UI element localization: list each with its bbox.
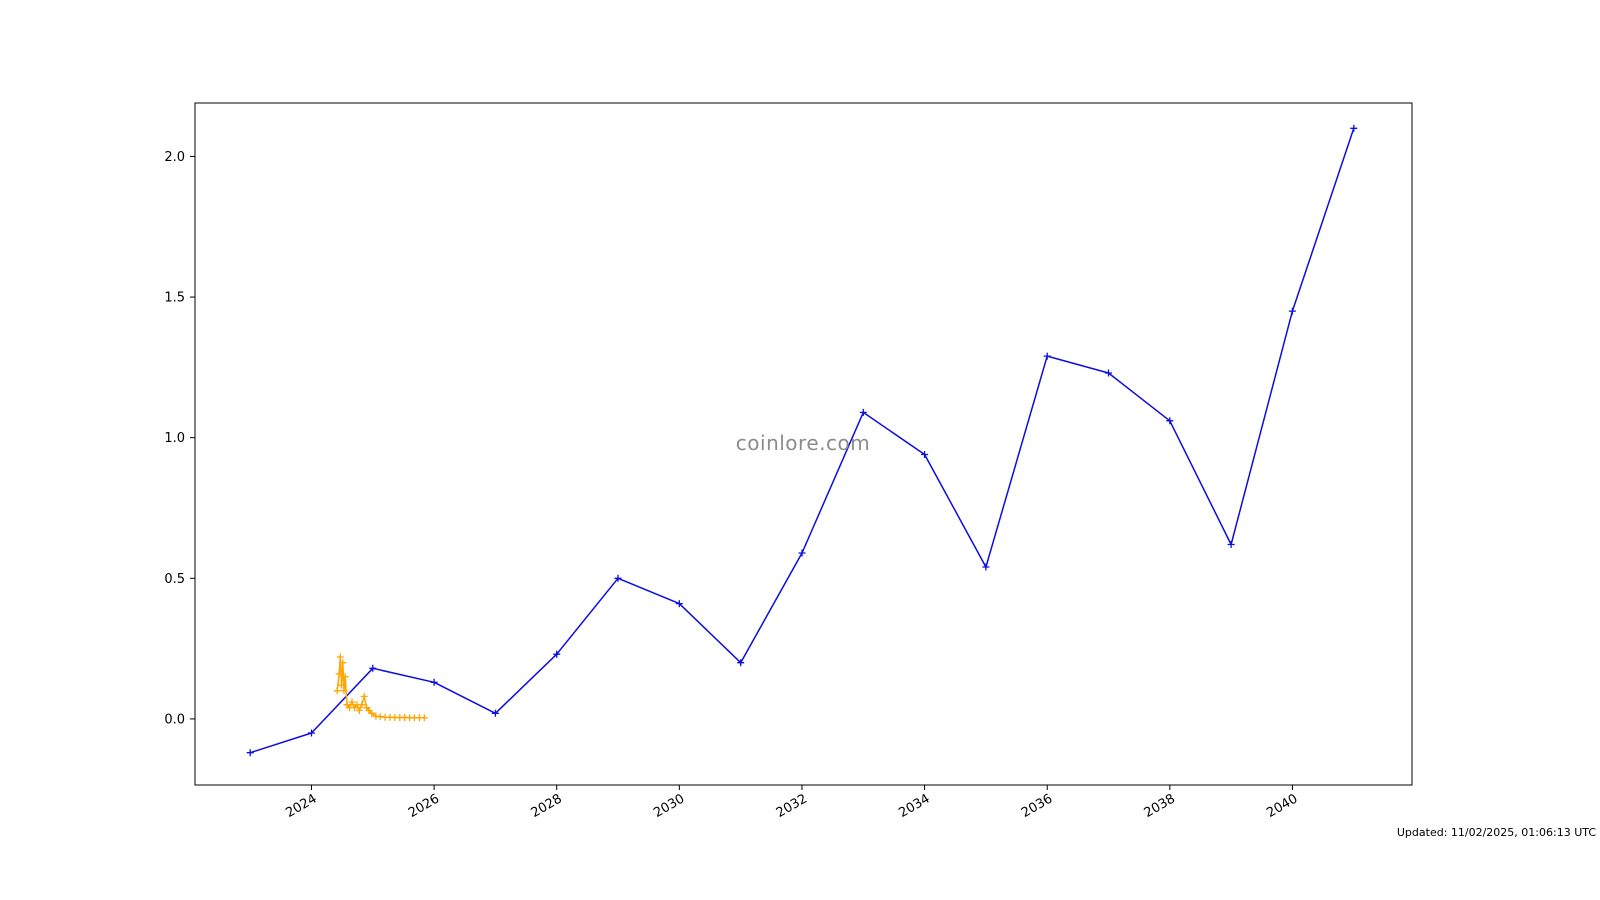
x-tick-label: 2040 bbox=[1264, 791, 1300, 821]
series-forecast-yearly bbox=[246, 124, 1358, 757]
updated-timestamp: Updated: 11/02/2025, 01:06:13 UTC bbox=[1396, 826, 1596, 839]
y-tick-label: 0.5 bbox=[164, 572, 185, 587]
y-tick-label: 1.5 bbox=[164, 291, 185, 306]
series-line bbox=[336, 656, 425, 719]
series-line bbox=[249, 128, 1355, 754]
y-tick-label: 2.0 bbox=[164, 150, 185, 165]
x-tick-label: 2034 bbox=[896, 791, 932, 821]
y-axis: 0.0 0.5 1.0 1.5 2.0 bbox=[164, 150, 195, 727]
x-axis: 2024 2026 2028 2030 2032 2034 2036 2038 2040 bbox=[283, 785, 1300, 821]
y-tick-label: 0.0 bbox=[164, 712, 185, 727]
plot-border bbox=[194, 102, 1413, 786]
x-tick-label: 2032 bbox=[774, 791, 810, 821]
series-markers bbox=[333, 653, 428, 722]
series-markers bbox=[246, 124, 1358, 757]
x-tick-label: 2038 bbox=[1142, 791, 1178, 821]
x-tick-label: 2026 bbox=[406, 791, 442, 821]
x-tick-label: 2030 bbox=[651, 791, 687, 821]
x-tick-label: 2036 bbox=[1019, 791, 1055, 821]
x-tick-label: 2028 bbox=[529, 791, 565, 821]
series-price-history bbox=[333, 653, 428, 722]
y-tick-label: 1.0 bbox=[164, 431, 185, 446]
x-tick-label: 2024 bbox=[283, 791, 319, 821]
